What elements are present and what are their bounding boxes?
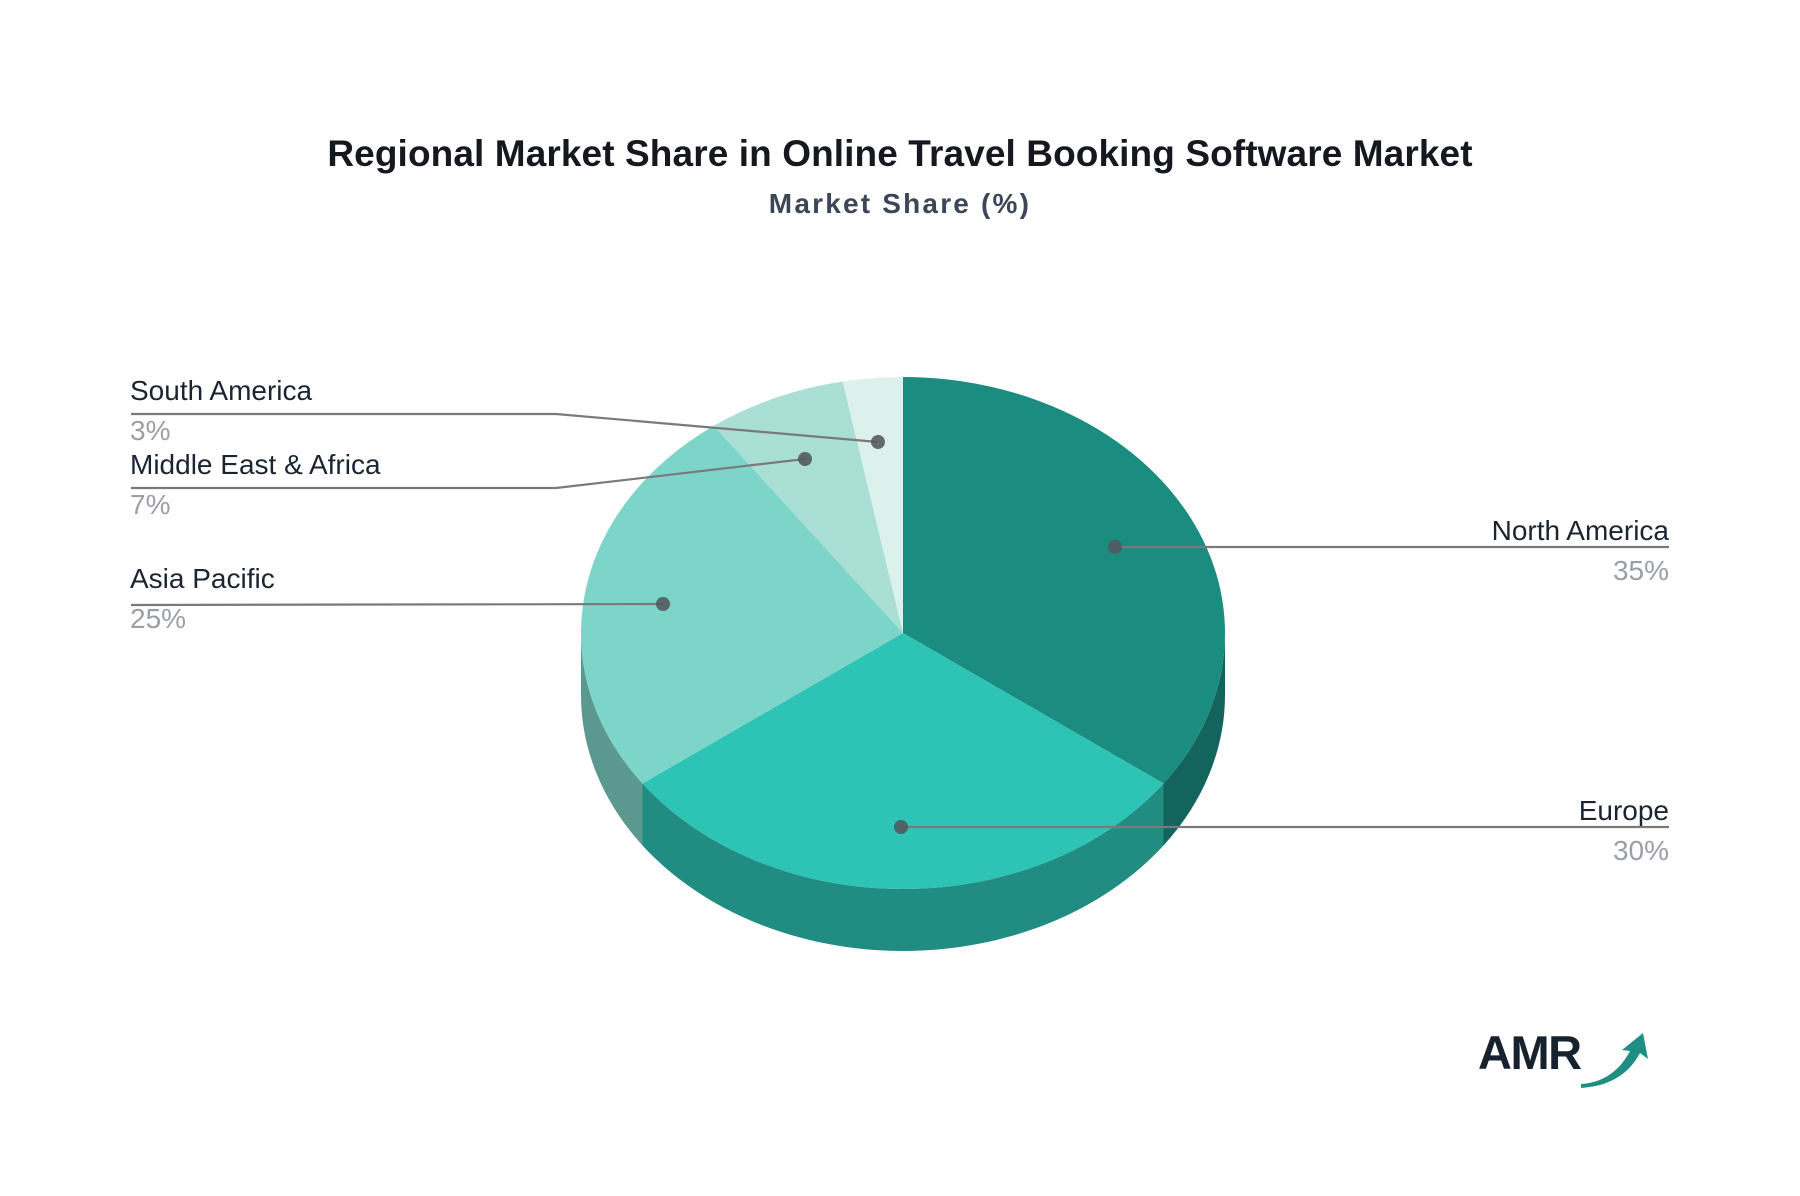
svg-text:AMR: AMR (1478, 1026, 1581, 1079)
